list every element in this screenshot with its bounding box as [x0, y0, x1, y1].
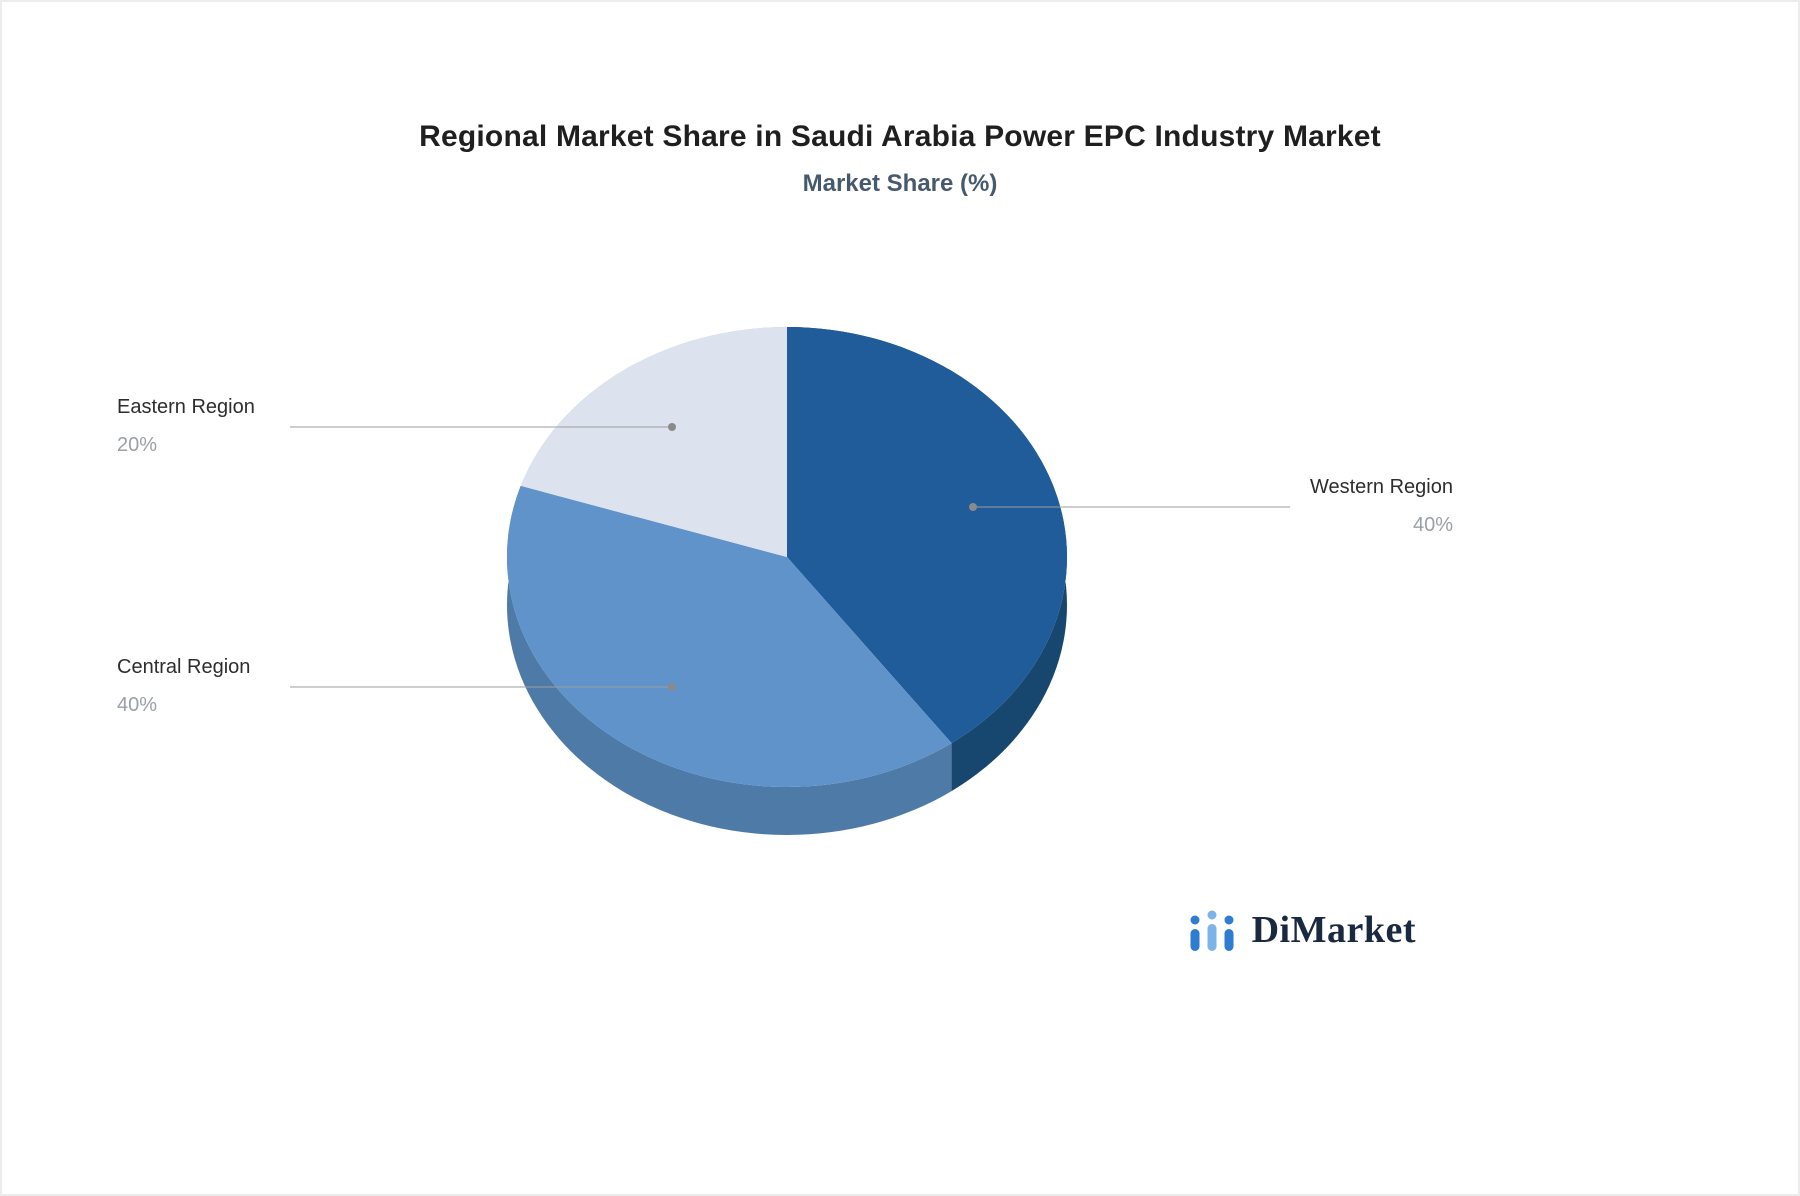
pie-label-name: Eastern Region	[117, 396, 255, 418]
leader-dot-eastern-region	[668, 423, 676, 431]
leader-dot-central-region	[668, 683, 676, 691]
pie-label-western-region: Western Region 40%	[1093, 475, 1453, 537]
pie-label-name: Central Region	[117, 656, 251, 678]
pie-slice-depth-central-region	[506, 485, 952, 835]
chart-title: Regional Market Share in Saudi Arabia Po…	[419, 120, 1381, 153]
pie-slice-eastern-region[interactable]	[520, 327, 787, 557]
pie-label-value: 40%	[117, 694, 158, 716]
bar-chart-logo-icon	[1190, 910, 1234, 951]
pie-slice-western-region[interactable]	[787, 327, 1067, 744]
pie-slice-central-region[interactable]	[506, 485, 952, 788]
pie-label-name: Western Region	[1309, 476, 1453, 498]
pie-label-value: 20%	[117, 434, 158, 456]
pie-label-eastern-region: Eastern Region 20%	[117, 395, 477, 457]
pie-label-value: 40%	[1412, 514, 1453, 536]
brand-logo: DiMarket	[1186, 907, 1416, 953]
chart-subtitle: Market Share (%)	[802, 170, 998, 197]
pie-label-central-region: Central Region 40%	[117, 655, 477, 717]
leader-dot-western-region	[969, 503, 977, 511]
brand-name: DiMarket	[1251, 909, 1416, 951]
